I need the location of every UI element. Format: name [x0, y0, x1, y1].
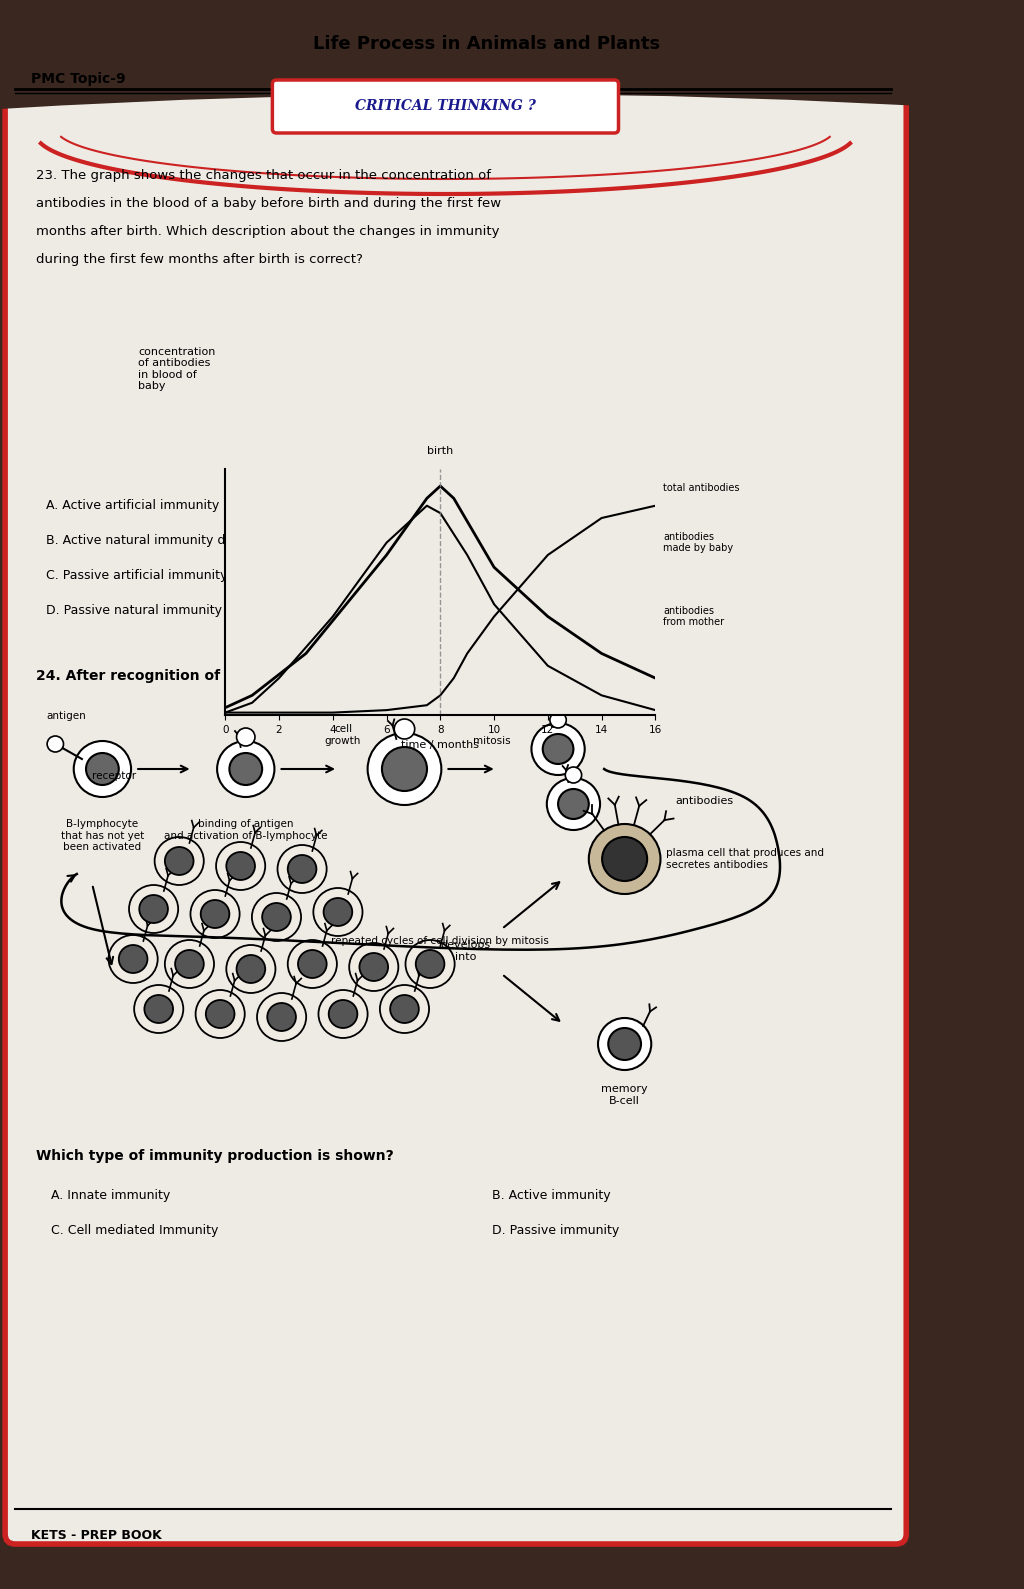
- Text: B. Active immunity: B. Active immunity: [492, 1189, 610, 1201]
- Circle shape: [119, 945, 147, 972]
- Circle shape: [394, 718, 415, 739]
- Circle shape: [318, 990, 368, 1038]
- Circle shape: [237, 728, 255, 745]
- Circle shape: [547, 779, 600, 829]
- Circle shape: [257, 993, 306, 1041]
- Text: memory
B-cell: memory B-cell: [601, 1084, 648, 1106]
- Circle shape: [406, 941, 455, 988]
- Circle shape: [217, 740, 274, 798]
- Text: antibodies
made by baby: antibodies made by baby: [664, 532, 733, 553]
- Circle shape: [531, 723, 585, 775]
- Circle shape: [550, 712, 566, 728]
- Text: Which type of immunity production is shown?: Which type of immunity production is sho…: [36, 1149, 393, 1163]
- Text: develops
into: develops into: [441, 941, 490, 961]
- Circle shape: [134, 985, 183, 1033]
- Text: antibodies: antibodies: [676, 796, 734, 806]
- FancyBboxPatch shape: [5, 64, 906, 1545]
- Circle shape: [298, 950, 327, 977]
- Circle shape: [382, 747, 427, 791]
- Circle shape: [165, 847, 194, 876]
- Text: 24. After recognition of antigen, immune system is triggered.: 24. After recognition of antigen, immune…: [36, 669, 520, 683]
- Circle shape: [558, 790, 589, 818]
- Circle shape: [144, 995, 173, 1023]
- Circle shape: [155, 837, 204, 885]
- Circle shape: [390, 995, 419, 1023]
- Text: birth: birth: [427, 447, 454, 456]
- Circle shape: [324, 898, 352, 926]
- Circle shape: [226, 852, 255, 880]
- Text: A. Active artificial immunity decreases, active natural immunity increases: A. Active artificial immunity decreases,…: [46, 499, 509, 512]
- Circle shape: [252, 893, 301, 941]
- Circle shape: [175, 950, 204, 977]
- Circle shape: [416, 950, 444, 977]
- Text: plasma cell that produces and
secretes antibodies: plasma cell that produces and secretes a…: [666, 849, 823, 869]
- Circle shape: [262, 903, 291, 931]
- Text: during the first few months after birth is correct?: during the first few months after birth …: [36, 253, 362, 265]
- Text: repeated cycles of cell division by mitosis: repeated cycles of cell division by mito…: [332, 936, 549, 945]
- Text: C. Cell mediated Immunity: C. Cell mediated Immunity: [51, 1224, 218, 1236]
- Circle shape: [196, 990, 245, 1038]
- Circle shape: [565, 767, 582, 783]
- Circle shape: [201, 899, 229, 928]
- Circle shape: [278, 845, 327, 893]
- Circle shape: [139, 895, 168, 923]
- Text: binding of antigen
and activation of B-lymphocyte: binding of antigen and activation of B-l…: [164, 818, 328, 841]
- Text: C. Passive artificial immunity decreases, active natural immunity increases: C. Passive artificial immunity decreases…: [46, 569, 517, 582]
- Circle shape: [359, 953, 388, 980]
- Circle shape: [288, 941, 337, 988]
- Circle shape: [129, 885, 178, 933]
- Circle shape: [543, 734, 573, 764]
- Circle shape: [237, 955, 265, 984]
- Text: B-lymphocyte
that has not yet
been activated: B-lymphocyte that has not yet been activ…: [60, 818, 144, 852]
- Text: KETS - PREP BOOK: KETS - PREP BOOK: [31, 1529, 162, 1541]
- Circle shape: [329, 999, 357, 1028]
- Circle shape: [608, 1028, 641, 1060]
- Circle shape: [165, 941, 214, 988]
- Text: mitosis: mitosis: [473, 736, 510, 745]
- Circle shape: [267, 1003, 296, 1031]
- Text: D. Passive immunity: D. Passive immunity: [492, 1224, 618, 1236]
- PathPatch shape: [0, 0, 973, 110]
- Circle shape: [216, 842, 265, 890]
- Circle shape: [368, 733, 441, 806]
- Text: 23. The graph shows the changes that occur in the concentration of: 23. The graph shows the changes that occ…: [36, 168, 490, 183]
- Circle shape: [109, 934, 158, 984]
- FancyBboxPatch shape: [272, 79, 618, 133]
- Circle shape: [380, 985, 429, 1033]
- Text: receptor: receptor: [92, 771, 136, 782]
- Bar: [922, 0, 973, 1589]
- Text: total antibodies: total antibodies: [664, 483, 740, 494]
- Circle shape: [602, 837, 647, 880]
- Text: cell
growth: cell growth: [325, 725, 361, 745]
- Circle shape: [598, 1019, 651, 1069]
- Circle shape: [313, 888, 362, 936]
- Text: antigen: antigen: [47, 710, 86, 721]
- Circle shape: [47, 736, 63, 752]
- Text: months after birth. Which description about the changes in immunity: months after birth. Which description ab…: [36, 226, 500, 238]
- Text: antibodies
from mother: antibodies from mother: [664, 605, 725, 628]
- Text: B. Active natural immunity decreases, active artificial immunity increases: B. Active natural immunity decreases, ac…: [46, 534, 509, 547]
- Circle shape: [226, 945, 275, 993]
- Circle shape: [288, 855, 316, 883]
- Text: concentration
of antibodies
in blood of
baby: concentration of antibodies in blood of …: [138, 346, 216, 391]
- Text: D. Passive natural immunity decreases, active natural immunity increases: D. Passive natural immunity decreases, a…: [46, 604, 512, 617]
- Circle shape: [589, 825, 660, 895]
- Circle shape: [190, 890, 240, 938]
- Text: CRITICAL THINKING ?: CRITICAL THINKING ?: [355, 99, 536, 113]
- Circle shape: [206, 999, 234, 1028]
- Text: Life Process in Animals and Plants: Life Process in Animals and Plants: [313, 35, 659, 52]
- Circle shape: [349, 942, 398, 992]
- Text: antibodies in the blood of a baby before birth and during the first few: antibodies in the blood of a baby before…: [36, 197, 501, 210]
- Circle shape: [74, 740, 131, 798]
- Text: A. Innate immunity: A. Innate immunity: [51, 1189, 170, 1201]
- Circle shape: [229, 753, 262, 785]
- Circle shape: [86, 753, 119, 785]
- Text: PMC Topic-9: PMC Topic-9: [31, 72, 125, 86]
- X-axis label: time / months: time / months: [401, 740, 479, 750]
